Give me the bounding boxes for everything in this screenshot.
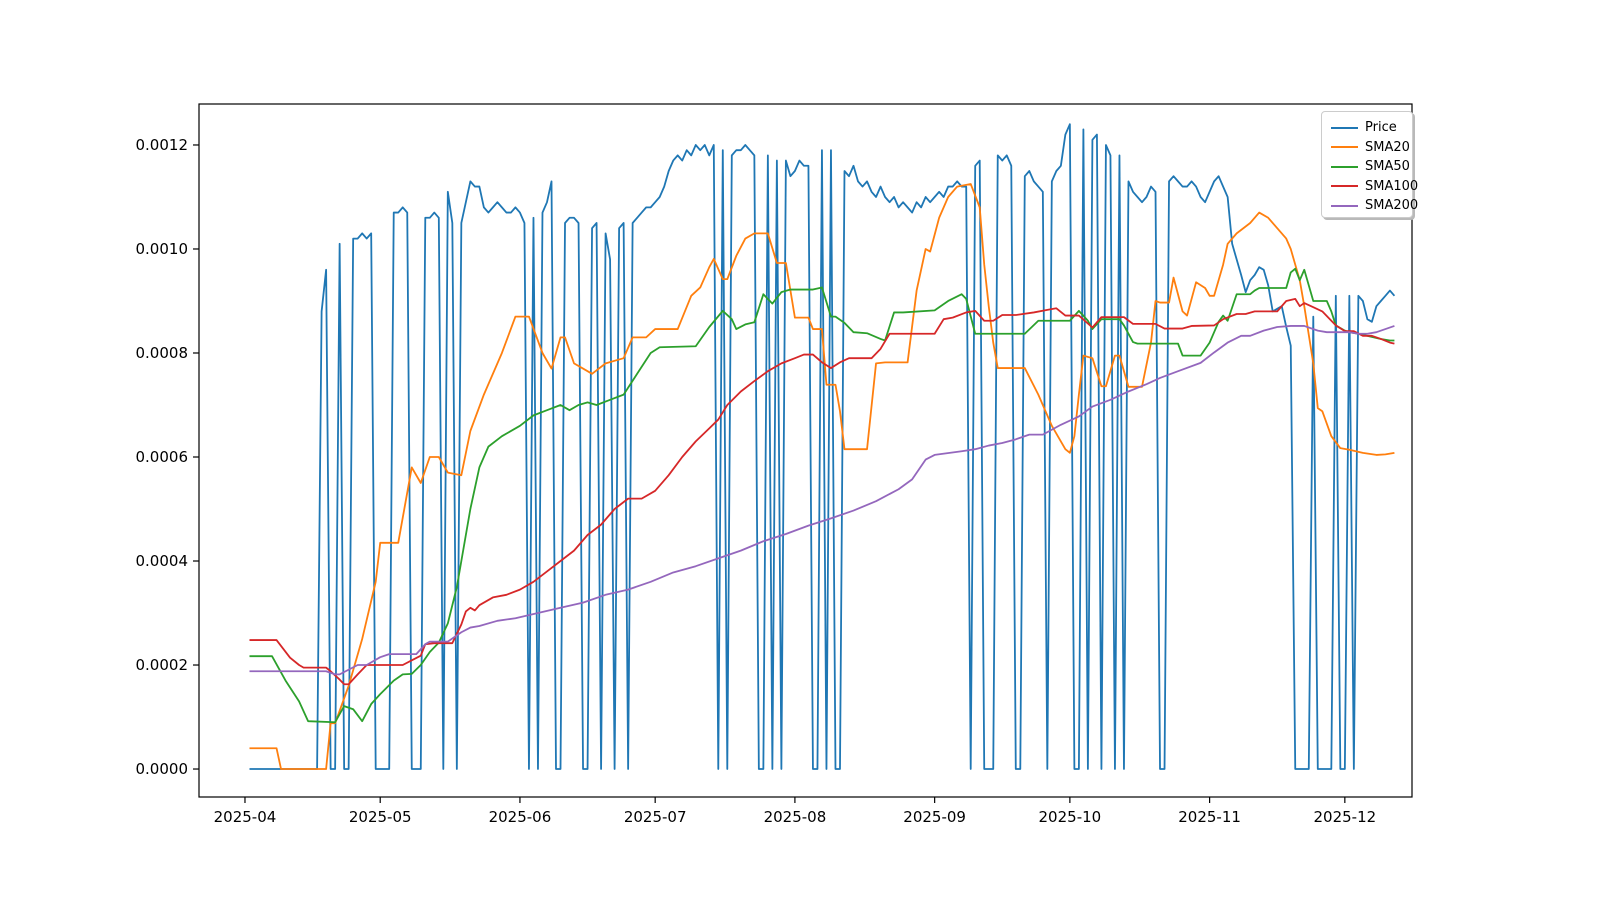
y-tick-label: 0.0008 xyxy=(136,344,189,362)
legend[interactable]: Price SMA20 SMA50 SMA100 SMA200 xyxy=(1321,111,1418,218)
sma50-line-sample-icon xyxy=(1331,165,1358,168)
x-tick-label: 2025-11 xyxy=(1178,808,1241,826)
legend-item-sma20[interactable]: SMA20 xyxy=(1331,138,1410,158)
y-tick-label: 0.0002 xyxy=(136,656,189,674)
legend-label-sma20: SMA20 xyxy=(1365,139,1410,155)
x-tick-label: 2025-12 xyxy=(1313,808,1376,826)
legend-label-sma50: SMA50 xyxy=(1365,159,1410,175)
y-tick-label: 0.0012 xyxy=(136,136,189,154)
legend-item-sma200[interactable]: SMA200 xyxy=(1331,196,1418,216)
legend-label-sma200: SMA200 xyxy=(1365,198,1419,214)
x-tick-label: 2025-08 xyxy=(764,808,827,826)
y-tick-label: 0.0010 xyxy=(136,240,189,258)
sma200-line xyxy=(249,325,1395,676)
x-tick-label: 2025-05 xyxy=(349,808,412,826)
sma100-line xyxy=(249,298,1395,686)
y-tick-label: 0.0006 xyxy=(136,448,189,466)
price-line xyxy=(249,123,1396,770)
sma20-line-sample-icon xyxy=(1331,146,1358,149)
legend-label-price: Price xyxy=(1365,120,1397,136)
sma50-line xyxy=(249,267,1395,724)
legend-label-sma100: SMA100 xyxy=(1365,178,1419,194)
sma20-line xyxy=(249,183,1395,770)
x-tick-label: 2025-04 xyxy=(214,808,277,826)
x-tick-label: 2025-10 xyxy=(1039,808,1102,826)
y-tick-label: 0.0000 xyxy=(136,760,189,778)
y-tick-label: 0.0004 xyxy=(136,552,189,570)
x-tick-label: 2025-07 xyxy=(624,808,687,826)
legend-item-sma100[interactable]: SMA100 xyxy=(1331,177,1418,197)
sma200-line-sample-icon xyxy=(1331,204,1358,207)
sma100-line-sample-icon xyxy=(1331,185,1358,188)
price-line-sample-icon xyxy=(1331,126,1358,129)
x-tick-label: 2025-09 xyxy=(903,808,966,826)
legend-item-sma50[interactable]: SMA50 xyxy=(1331,157,1410,177)
legend-item-price[interactable]: Price xyxy=(1331,118,1404,138)
x-tick-label: 2025-06 xyxy=(489,808,552,826)
axes-frame xyxy=(198,103,1413,798)
